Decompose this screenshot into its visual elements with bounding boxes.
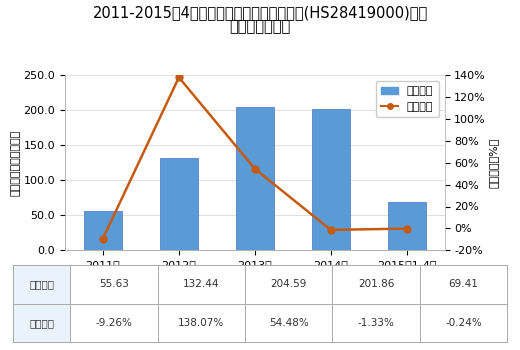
Bar — [236, 107, 274, 250]
Text: 132.44: 132.44 — [183, 279, 219, 289]
Text: 进口金额: 进口金额 — [29, 279, 54, 289]
Bar — [160, 158, 198, 250]
Bar — [13, 304, 70, 342]
Bar — [420, 265, 507, 304]
Bar — [84, 211, 122, 250]
Bar — [70, 265, 158, 304]
Bar — [245, 304, 332, 342]
Bar — [387, 202, 425, 250]
Text: -9.26%: -9.26% — [96, 318, 133, 328]
Bar — [158, 265, 245, 304]
Text: 69.41: 69.41 — [448, 279, 478, 289]
Bar — [13, 265, 70, 304]
Text: -0.24%: -0.24% — [445, 318, 482, 328]
Bar — [332, 265, 420, 304]
Text: -1.33%: -1.33% — [358, 318, 395, 328]
Bar — [245, 265, 332, 304]
Bar — [420, 304, 507, 342]
Text: 204.59: 204.59 — [270, 279, 307, 289]
Text: 138.07%: 138.07% — [178, 318, 225, 328]
Text: 54.48%: 54.48% — [269, 318, 308, 328]
Bar — [158, 304, 245, 342]
Text: 55.63: 55.63 — [99, 279, 129, 289]
Bar — [312, 109, 349, 250]
Text: 总额及增速统计: 总额及增速统计 — [229, 19, 291, 34]
Y-axis label: 同比增速（%）: 同比增速（%） — [489, 138, 499, 188]
Legend: 进口金额, 同比增长: 进口金额, 同比增长 — [376, 81, 439, 118]
Bar — [332, 304, 420, 342]
Text: 2011-2015年4月其他金属酸盐及过金属酸盐(HS28419000)进口: 2011-2015年4月其他金属酸盐及过金属酸盐(HS28419000)进口 — [93, 5, 427, 20]
Text: 201.86: 201.86 — [358, 279, 394, 289]
Y-axis label: 进口金额（百万美元）: 进口金额（百万美元） — [11, 130, 21, 196]
Bar — [70, 304, 158, 342]
Text: 同比增长: 同比增长 — [29, 318, 54, 328]
